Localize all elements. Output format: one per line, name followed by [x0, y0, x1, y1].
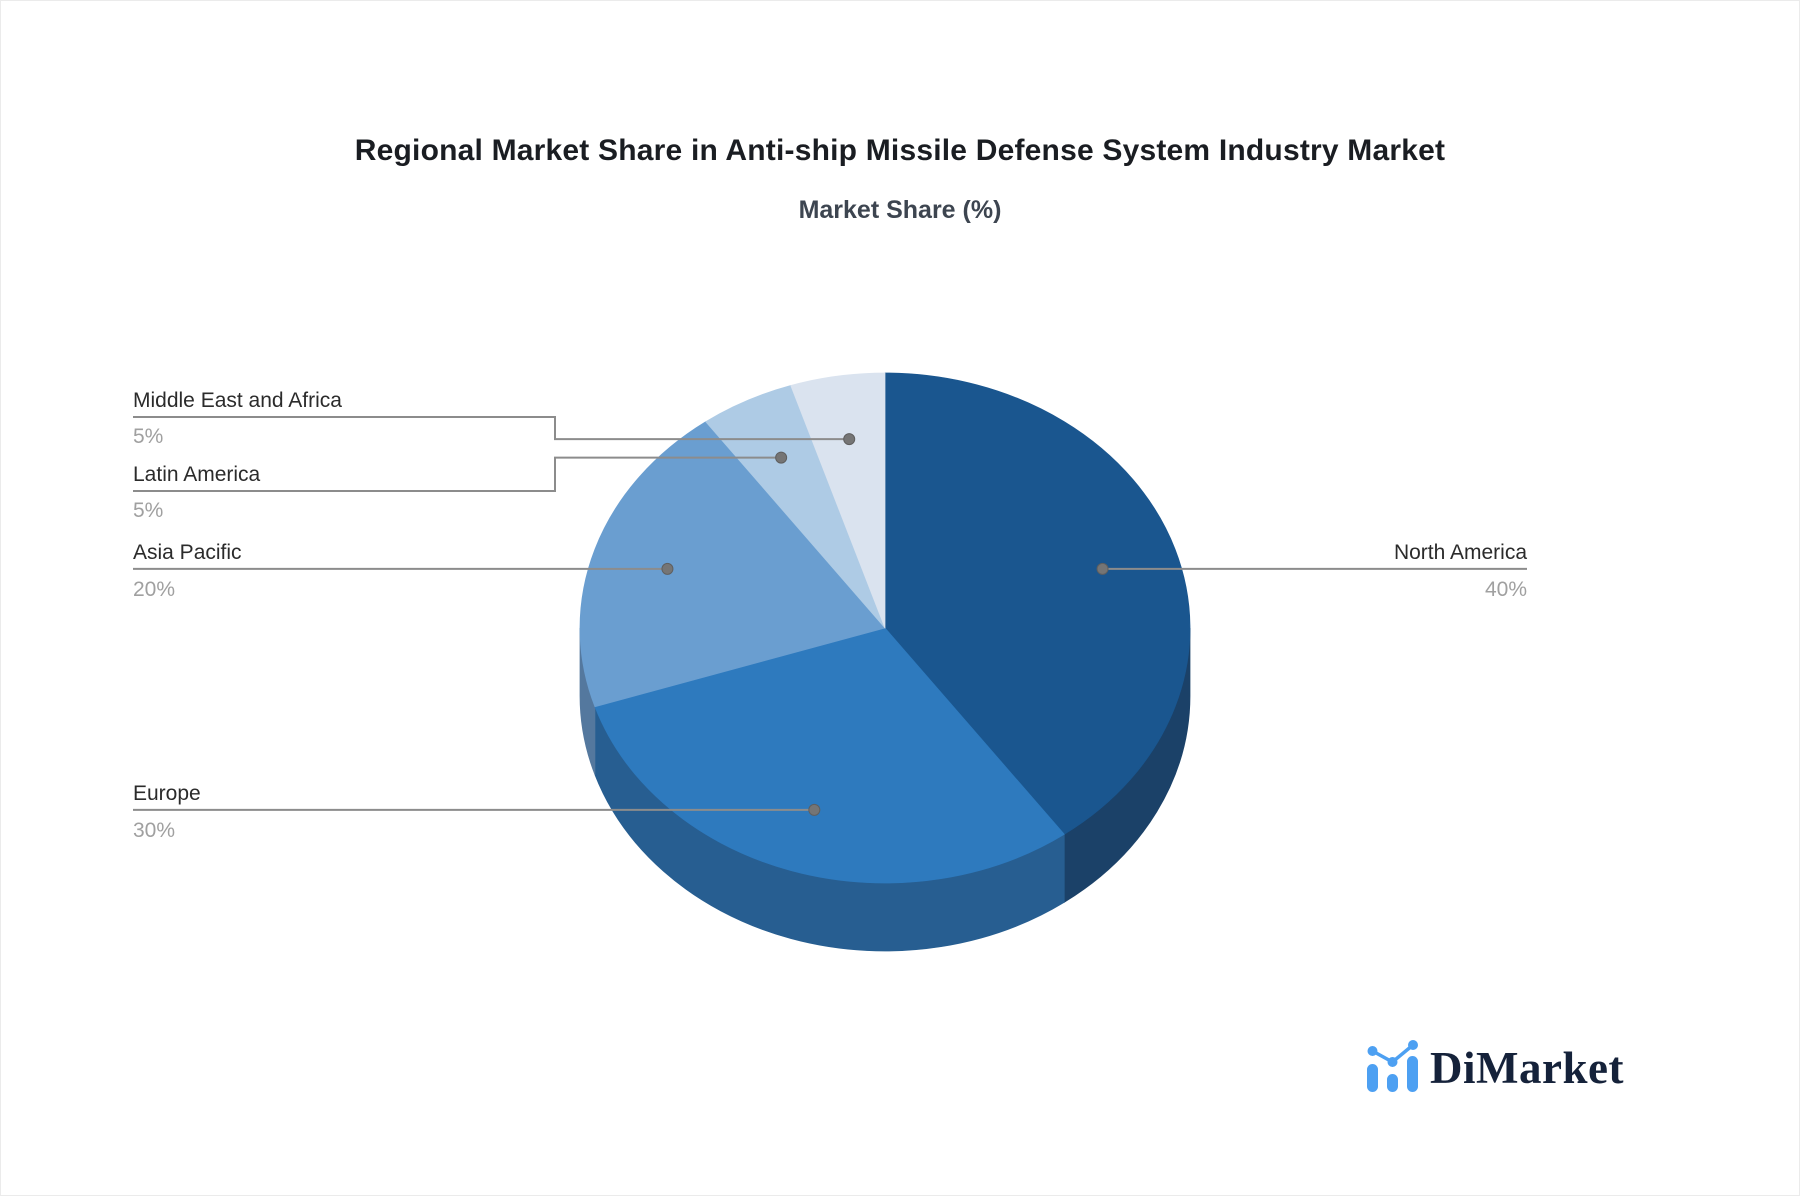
chart-title: Regional Market Share in Anti-ship Missi…: [354, 134, 1446, 167]
slice-label-middle-east-africa: Middle East and Africa: [133, 389, 342, 412]
chart-subtitle: Market Share (%): [798, 196, 1002, 224]
leader-dot-middle-east-and-africa: [843, 433, 856, 446]
leader-dot-asia-pacific: [661, 562, 674, 575]
pie-slice-middle-east-and-africa: [790, 372, 886, 629]
slice-label-north-america: North America: [1393, 541, 1527, 564]
leader-line-middle-east-and-africa: [133, 416, 850, 441]
brand-logo-text: DiMarket: [1430, 1043, 1624, 1093]
brand-logo: DiMarket: [1362, 1040, 1624, 1098]
slice-value-asia-pacific: 20%: [133, 578, 176, 601]
leader-dot-north-america: [1096, 562, 1109, 575]
leader-line-latin-america: [133, 456, 782, 492]
slice-label-asia-pacific: Asia Pacific: [133, 541, 242, 564]
slice-label-latin-america: Latin America: [133, 463, 261, 486]
slice-value-latin-america: 5%: [133, 499, 164, 522]
slice-value-europe: 30%: [133, 819, 176, 842]
slice-label-europe: Europe: [133, 782, 201, 805]
bar-chart-icon: [1367, 1040, 1418, 1092]
slice-value-middle-east-africa: 5%: [133, 425, 164, 448]
pie-slice-europe: [594, 627, 1065, 884]
pie-slice-asia-pacific: [579, 421, 886, 708]
leader-dot-europe: [808, 803, 821, 816]
slice-value-north-america: 40%: [1484, 578, 1527, 601]
pie-slice-north-america: [884, 372, 1191, 835]
leader-dot-latin-america: [775, 451, 788, 464]
